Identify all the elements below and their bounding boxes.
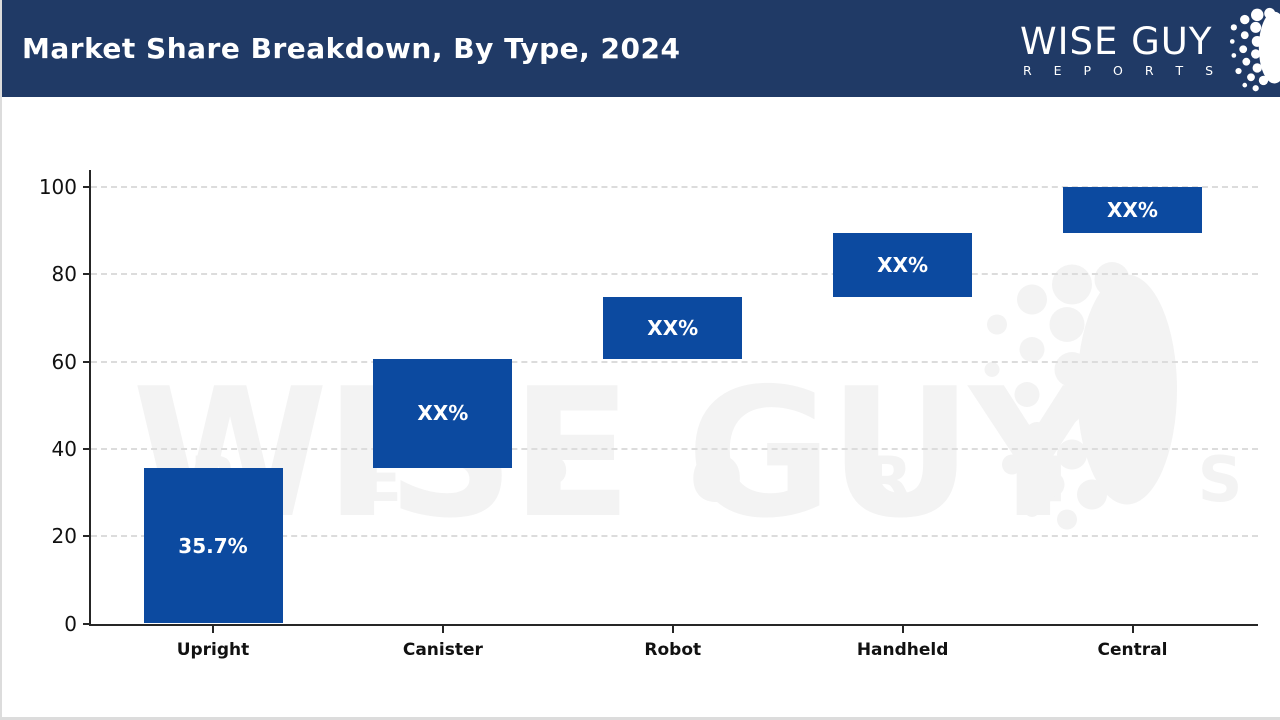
- x-tick-label: Upright: [176, 639, 250, 660]
- gridline: [91, 447, 1258, 450]
- bar: XX%: [1063, 187, 1202, 234]
- x-tick-label: Canister: [402, 639, 483, 660]
- bar-value-label: XX%: [647, 315, 699, 340]
- y-tick: [83, 186, 91, 188]
- x-tick: [671, 624, 674, 633]
- brand-subtitle: R E P O R T S: [1023, 62, 1223, 78]
- y-tick-label: 20: [51, 524, 77, 549]
- watermark-head-icon: [984, 262, 1177, 530]
- watermark-wordmark: WISE GUY: [132, 350, 1098, 557]
- header: Market Share Breakdown, By Type, 2024 WI…: [2, 0, 1280, 97]
- y-tick-label: 80: [51, 262, 77, 287]
- y-tick: [83, 273, 91, 276]
- x-tick: [212, 624, 214, 633]
- bar-value-label: XX%: [877, 252, 929, 277]
- x-tick-label: Robot: [644, 639, 702, 660]
- bar-value-label: XX%: [417, 401, 469, 426]
- x-tick: [901, 624, 904, 633]
- brand-logo: WISE GUY R E P O R T S: [1020, 6, 1280, 94]
- brand-text: WISE GUY R E P O R T S: [1020, 23, 1222, 78]
- x-tick-label: Handheld: [856, 639, 949, 660]
- y-tick-label: 40: [51, 436, 77, 461]
- gridline: [91, 186, 1258, 188]
- gridline: [91, 273, 1258, 276]
- x-tick-label: Central: [1097, 639, 1168, 660]
- bar-value-label: XX%: [1107, 198, 1158, 223]
- gridline: [91, 360, 1258, 363]
- y-tick-label: 60: [51, 349, 77, 374]
- bar: XX%: [603, 296, 743, 359]
- x-axis: [89, 623, 1258, 626]
- bar: XX%: [833, 233, 973, 297]
- y-tick: [83, 622, 91, 625]
- y-tick-label: 100: [38, 175, 77, 199]
- bar: 35.7%: [143, 467, 283, 624]
- page-title: Market Share Breakdown, By Type, 2024: [22, 32, 681, 65]
- chart: WISE GUY R E P O R T S 0 20 40 60 80 100 35.7%…: [2, 97, 1280, 717]
- head-logo-icon: [1230, 7, 1280, 92]
- x-tick: [1131, 624, 1134, 633]
- y-axis: [89, 170, 91, 626]
- bar-value-label: 35.7%: [178, 533, 248, 558]
- y-tick: [83, 535, 91, 538]
- x-tick: [441, 624, 444, 633]
- y-tick: [83, 360, 91, 363]
- brand-wordmark: WISE GUY: [1020, 19, 1213, 63]
- y-tick-label: 0: [64, 611, 77, 636]
- bar: XX%: [373, 358, 513, 468]
- y-tick: [83, 447, 91, 450]
- gridline: [91, 535, 1258, 538]
